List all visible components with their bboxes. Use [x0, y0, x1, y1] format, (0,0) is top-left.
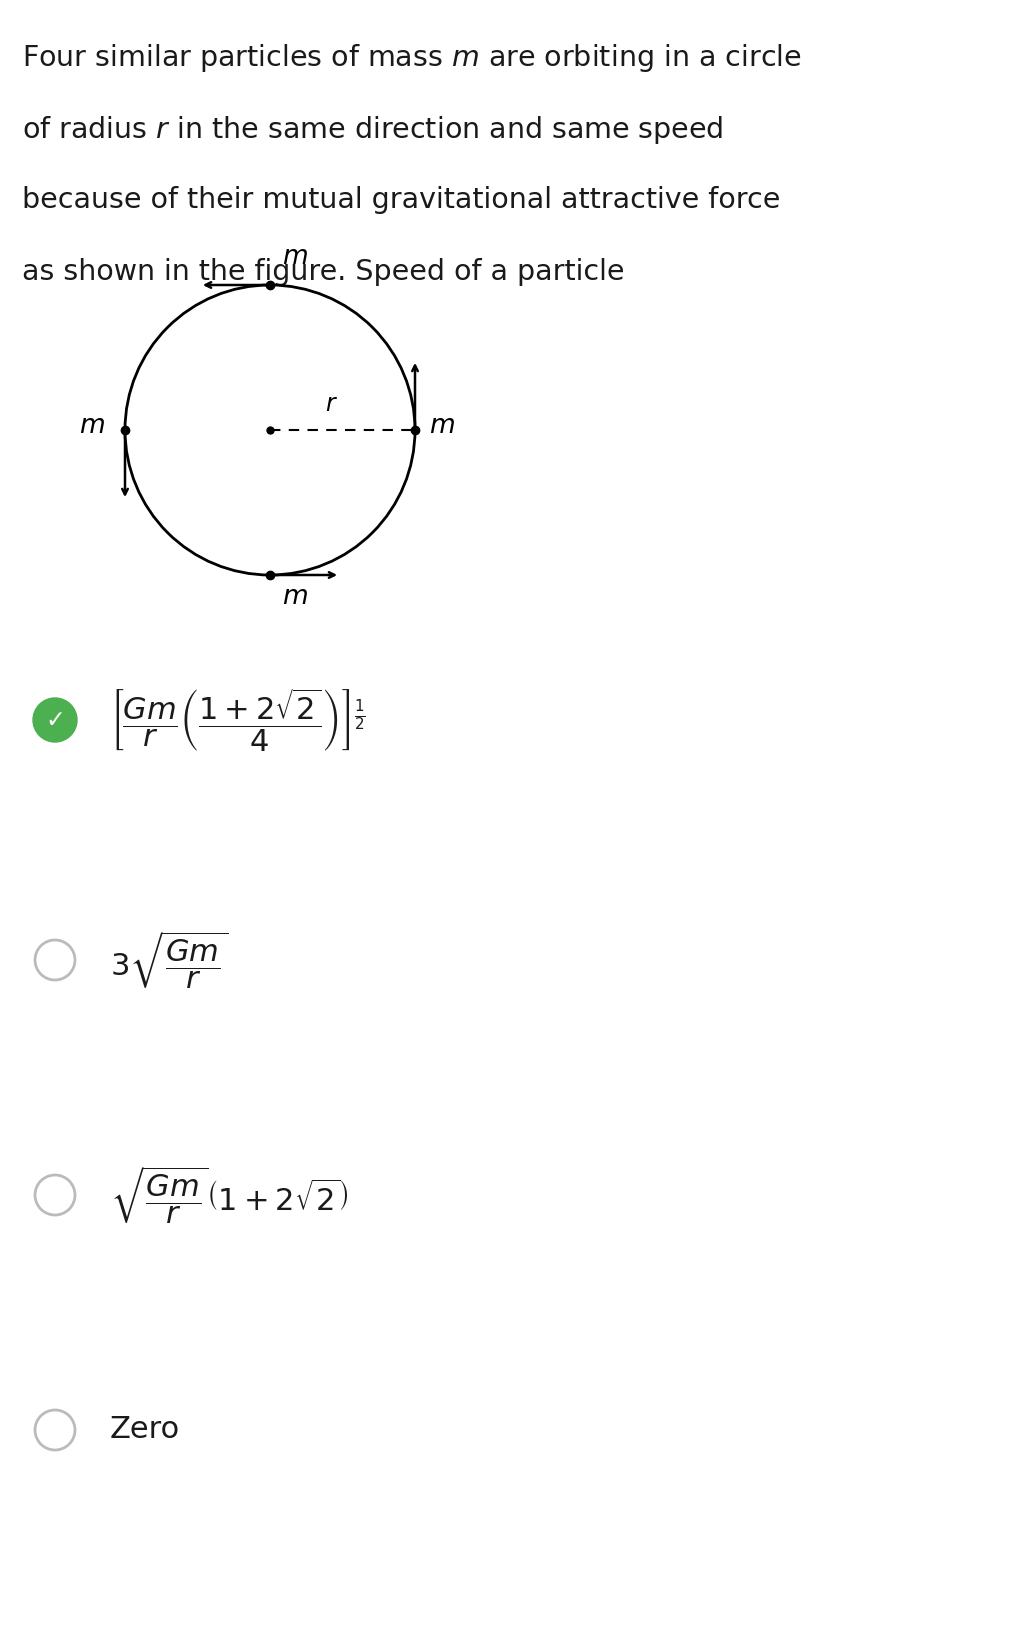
Text: $3\sqrt{\dfrac{Gm}{r}}$: $3\sqrt{\dfrac{Gm}{r}}$: [110, 929, 228, 991]
Text: $\sqrt{\dfrac{Gm}{r}}\left(1+2\sqrt{2}\right)$: $\sqrt{\dfrac{Gm}{r}}\left(1+2\sqrt{2}\r…: [110, 1164, 348, 1226]
Text: $m$: $m$: [429, 413, 455, 439]
Text: Four similar particles of mass $m$ are orbiting in a circle: Four similar particles of mass $m$ are o…: [22, 42, 802, 73]
Text: because of their mutual gravitational attractive force: because of their mutual gravitational at…: [22, 186, 780, 214]
Text: ✓: ✓: [45, 708, 65, 733]
Text: $\left[\dfrac{Gm}{r}\left(\dfrac{1+2\sqrt{2}}{4}\right)\right]^{\frac{1}{2}}$: $\left[\dfrac{Gm}{r}\left(\dfrac{1+2\sqr…: [110, 687, 366, 754]
Circle shape: [35, 1410, 75, 1449]
Text: $r$: $r$: [325, 392, 338, 416]
Text: Zero: Zero: [110, 1415, 180, 1444]
Text: $m$: $m$: [79, 413, 104, 439]
Text: $m$: $m$: [282, 584, 308, 610]
Circle shape: [35, 940, 75, 979]
Circle shape: [33, 698, 77, 743]
Text: $m$: $m$: [282, 245, 308, 269]
Circle shape: [35, 1175, 75, 1214]
Text: as shown in the figure. Speed of a particle: as shown in the figure. Speed of a parti…: [22, 258, 625, 286]
Text: of radius $r$ in the same direction and same speed: of radius $r$ in the same direction and …: [22, 114, 723, 145]
